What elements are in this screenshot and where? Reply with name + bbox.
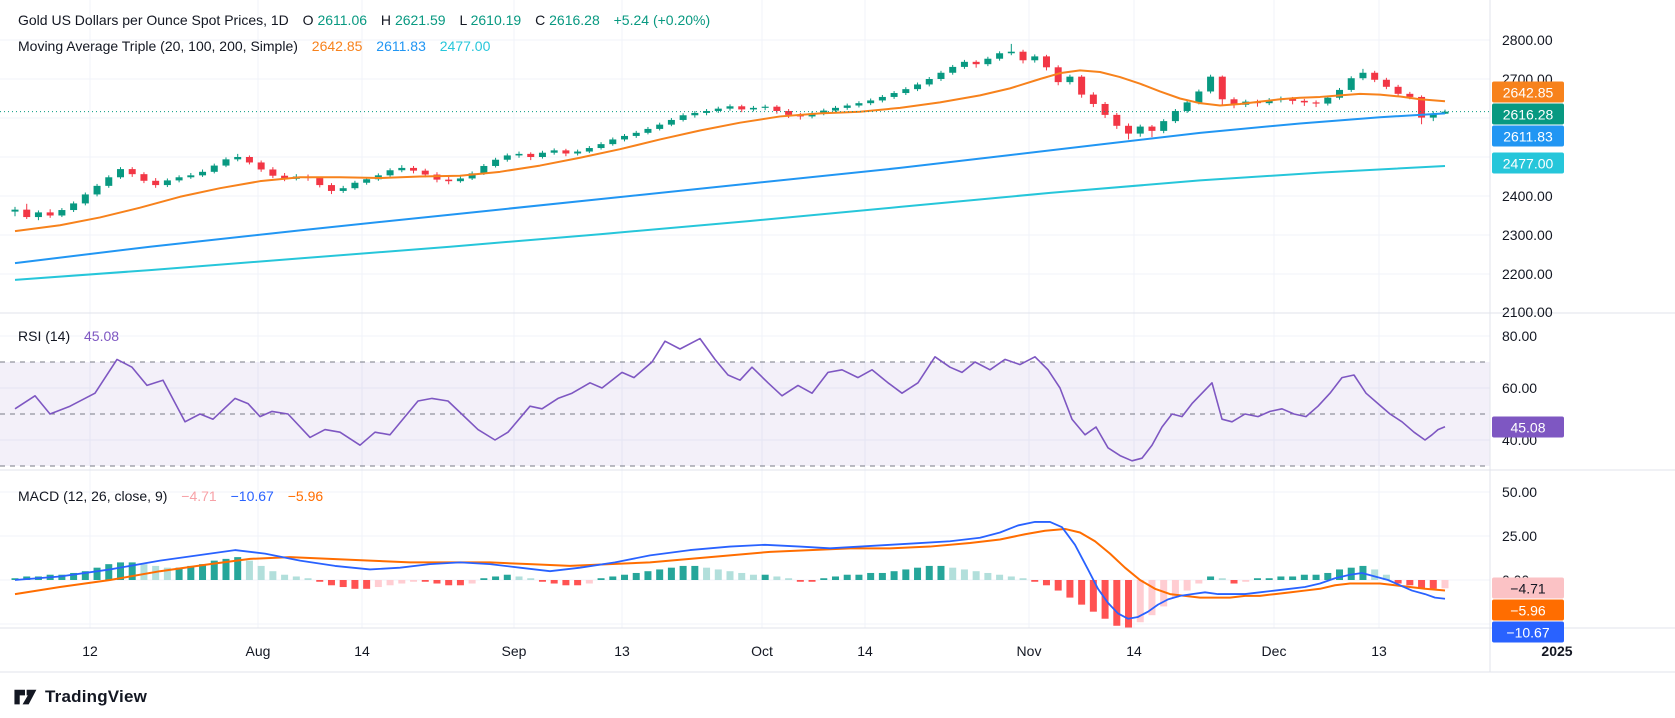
time-tick-label: 14: [354, 643, 370, 659]
tradingview-logo-icon: [12, 684, 38, 710]
macd-signal-line: [14, 527, 1446, 599]
time-tick-label: 14: [1126, 643, 1142, 659]
tradingview-watermark[interactable]: TradingView: [12, 684, 147, 710]
ma100-value: 2611.83: [376, 38, 426, 54]
macd-badge: −10.67: [1492, 621, 1564, 643]
ma200-line: [14, 164, 1446, 281]
macd-tick-label: 25.00: [1502, 528, 1538, 544]
macd-legend[interactable]: MACD (12, 26, close, 9) −4.71 −10.67 −5.…: [18, 488, 327, 504]
price-tick-label: 2100.00: [1502, 304, 1553, 320]
close-label: C: [535, 12, 546, 28]
open-label: O: [302, 12, 314, 28]
rsi-tick-label: 80.00: [1502, 328, 1538, 344]
macd-histogram: [11, 557, 1449, 628]
candles-layer: [11, 43, 1449, 221]
rsi-title: RSI (14): [18, 328, 71, 344]
macd-badge: −5.96: [1492, 599, 1564, 621]
rsi-band: [0, 361, 1490, 467]
change-value: +5.24 (+0.20%): [613, 12, 711, 28]
low-label: L: [459, 12, 467, 28]
price-badge: 2477.00: [1492, 152, 1564, 174]
price-badge: 2616.28: [1492, 103, 1564, 125]
pane-borders: [0, 0, 1675, 673]
time-tick-label: Sep: [501, 643, 527, 659]
ma-title: Moving Average Triple (20, 100, 200, Sim…: [18, 38, 298, 54]
macd-title: MACD (12, 26, close, 9): [18, 488, 168, 504]
macd-hist-value: −4.71: [181, 488, 217, 504]
symbol-title: Gold US Dollars per Ounce Spot Prices, 1…: [18, 12, 289, 28]
macd-line: [14, 521, 1446, 620]
time-tick-label: 12: [82, 643, 98, 659]
price-tick-label: 2200.00: [1502, 266, 1553, 282]
time-tick-label: 14: [857, 643, 873, 659]
time-tick-label: Nov: [1016, 643, 1042, 659]
main-legend[interactable]: Gold US Dollars per Ounce Spot Prices, 1…: [18, 12, 714, 28]
rsi-tick-label: 60.00: [1502, 380, 1538, 396]
ma100-line: [14, 112, 1446, 265]
time-tick-label: 2025: [1541, 643, 1573, 659]
time-tick-label: 13: [614, 643, 630, 659]
price-badge: 2611.83: [1492, 125, 1564, 147]
price-badge: 2642.85: [1492, 81, 1564, 103]
price-tick-label: 2800.00: [1502, 32, 1553, 48]
time-tick-label: Aug: [245, 643, 271, 659]
macd-line-value: −10.67: [230, 488, 274, 504]
rsi-line: [14, 337, 1446, 462]
ma-legend[interactable]: Moving Average Triple (20, 100, 200, Sim…: [18, 38, 494, 54]
time-tick-label: Dec: [1261, 643, 1287, 659]
close-value: 2616.28: [549, 12, 600, 28]
gridlines: [0, 0, 1490, 628]
high-value: 2621.59: [394, 12, 446, 28]
ma20-value: 2642.85: [311, 38, 363, 54]
open-value: 2611.06: [317, 12, 368, 28]
rsi-value: 45.08: [84, 328, 120, 344]
macd-tick-label: 50.00: [1502, 484, 1538, 500]
ma20-line: [14, 69, 1446, 233]
price-tick-label: 2400.00: [1502, 188, 1553, 204]
ma200-value: 2477.00: [439, 38, 491, 54]
high-label: H: [380, 12, 392, 28]
rsi-legend[interactable]: RSI (14) 45.08: [18, 328, 123, 344]
macd-badge: −4.71: [1492, 577, 1564, 599]
time-tick-label: 13: [1371, 643, 1387, 659]
watermark-text: TradingView: [45, 687, 148, 706]
rsi-badge: 45.08: [1492, 416, 1564, 438]
price-tick-label: 2300.00: [1502, 227, 1553, 243]
macd-signal-value: −5.96: [287, 488, 324, 504]
low-value: 2610.19: [470, 12, 522, 28]
time-tick-label: Oct: [751, 643, 773, 659]
